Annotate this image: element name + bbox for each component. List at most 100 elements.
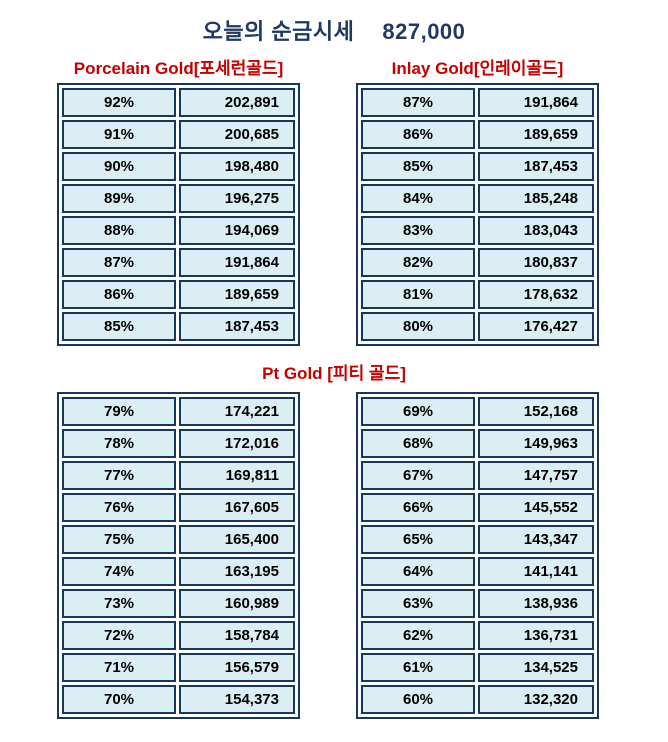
price-row: 62% 136,731 [361,621,594,650]
price-cell: 178,632 [478,280,594,309]
page-title-text: 오늘의 순금시세 [202,19,355,44]
price-row: 80% 176,427 [361,312,594,341]
price-cell: 169,811 [179,461,295,490]
price-row: 85% 187,453 [62,312,295,341]
price-row: 87% 191,864 [361,88,594,117]
price-row: 88% 194,069 [62,216,295,245]
price-row: 68% 149,963 [361,429,594,458]
percent-cell: 88% [62,216,176,245]
percent-cell: 65% [361,525,475,554]
price-row: 82% 180,837 [361,248,594,277]
price-cell: 136,731 [478,621,594,650]
percent-cell: 85% [62,312,176,341]
price-row: 78% 172,016 [62,429,295,458]
price-cell: 141,141 [478,557,594,586]
percent-cell: 62% [361,621,475,650]
price-row: 69% 152,168 [361,397,594,426]
percent-cell: 66% [361,493,475,522]
percent-cell: 63% [361,589,475,618]
percent-cell: 68% [361,429,475,458]
percent-cell: 85% [361,152,475,181]
percent-cell: 91% [62,120,176,149]
percent-cell: 92% [62,88,176,117]
percent-cell: 87% [62,248,176,277]
porcelain-gold-header: Porcelain Gold[포세런골드] [73,59,284,78]
price-cell: 160,989 [179,589,295,618]
percent-cell: 82% [361,248,475,277]
price-cell: 200,685 [179,120,295,149]
price-cell: 174,221 [179,397,295,426]
price-cell: 180,837 [478,248,594,277]
price-row: 77% 169,811 [62,461,295,490]
percent-cell: 79% [62,397,176,426]
price-row: 70% 154,373 [62,685,295,714]
price-row: 86% 189,659 [62,280,295,309]
percent-cell: 60% [361,685,475,714]
price-row: 84% 185,248 [361,184,594,213]
price-row: 81% 178,632 [361,280,594,309]
price-cell: 196,275 [179,184,295,213]
price-cell: 172,016 [179,429,295,458]
price-cell: 187,453 [478,152,594,181]
price-cell: 163,195 [179,557,295,586]
price-row: 72% 158,784 [62,621,295,650]
price-row: 85% 187,453 [361,152,594,181]
percent-cell: 74% [62,557,176,586]
inlay-gold-header: Inlay Gold[인레이골드] [391,59,564,78]
price-cell: 202,891 [179,88,295,117]
pt-gold-table-left: 79% 174,221 78% 172,016 77% 169,811 76% 167,605… [57,392,300,719]
percent-cell: 72% [62,621,176,650]
percent-cell: 73% [62,589,176,618]
percent-cell: 75% [62,525,176,554]
percent-cell: 86% [361,120,475,149]
percent-cell: 67% [361,461,475,490]
price-row: 71% 156,579 [62,653,295,682]
page-title: 오늘의 순금시세 827,000 [0,14,668,46]
price-cell: 191,864 [478,88,594,117]
percent-cell: 61% [361,653,475,682]
price-row: 61% 134,525 [361,653,594,682]
percent-cell: 89% [62,184,176,213]
price-cell: 154,373 [179,685,295,714]
price-row: 67% 147,757 [361,461,594,490]
price-cell: 183,043 [478,216,594,245]
price-cell: 147,757 [478,461,594,490]
price-cell: 165,400 [179,525,295,554]
percent-cell: 84% [361,184,475,213]
price-cell: 138,936 [478,589,594,618]
price-row: 74% 163,195 [62,557,295,586]
price-cell: 189,659 [179,280,295,309]
percent-cell: 87% [361,88,475,117]
price-row: 66% 145,552 [361,493,594,522]
price-row: 91% 200,685 [62,120,295,149]
percent-cell: 83% [361,216,475,245]
percent-cell: 80% [361,312,475,341]
price-cell: 187,453 [179,312,295,341]
price-cell: 185,248 [478,184,594,213]
price-row: 87% 191,864 [62,248,295,277]
pt-gold-table-right: 69% 152,168 68% 149,963 67% 147,757 66% 145,552… [356,392,599,719]
percent-cell: 64% [361,557,475,586]
price-row: 86% 189,659 [361,120,594,149]
percent-cell: 77% [62,461,176,490]
price-cell: 167,605 [179,493,295,522]
price-row: 60% 132,320 [361,685,594,714]
price-row: 83% 183,043 [361,216,594,245]
price-cell: 191,864 [179,248,295,277]
price-cell: 152,168 [478,397,594,426]
price-cell: 194,069 [179,216,295,245]
gold-price-value: 827,000 [382,19,466,44]
price-row: 75% 165,400 [62,525,295,554]
price-cell: 143,347 [478,525,594,554]
percent-cell: 86% [62,280,176,309]
price-cell: 189,659 [478,120,594,149]
price-cell: 145,552 [478,493,594,522]
percent-cell: 78% [62,429,176,458]
percent-cell: 69% [361,397,475,426]
price-row: 90% 198,480 [62,152,295,181]
price-row: 89% 196,275 [62,184,295,213]
price-cell: 149,963 [478,429,594,458]
percent-cell: 71% [62,653,176,682]
price-row: 63% 138,936 [361,589,594,618]
